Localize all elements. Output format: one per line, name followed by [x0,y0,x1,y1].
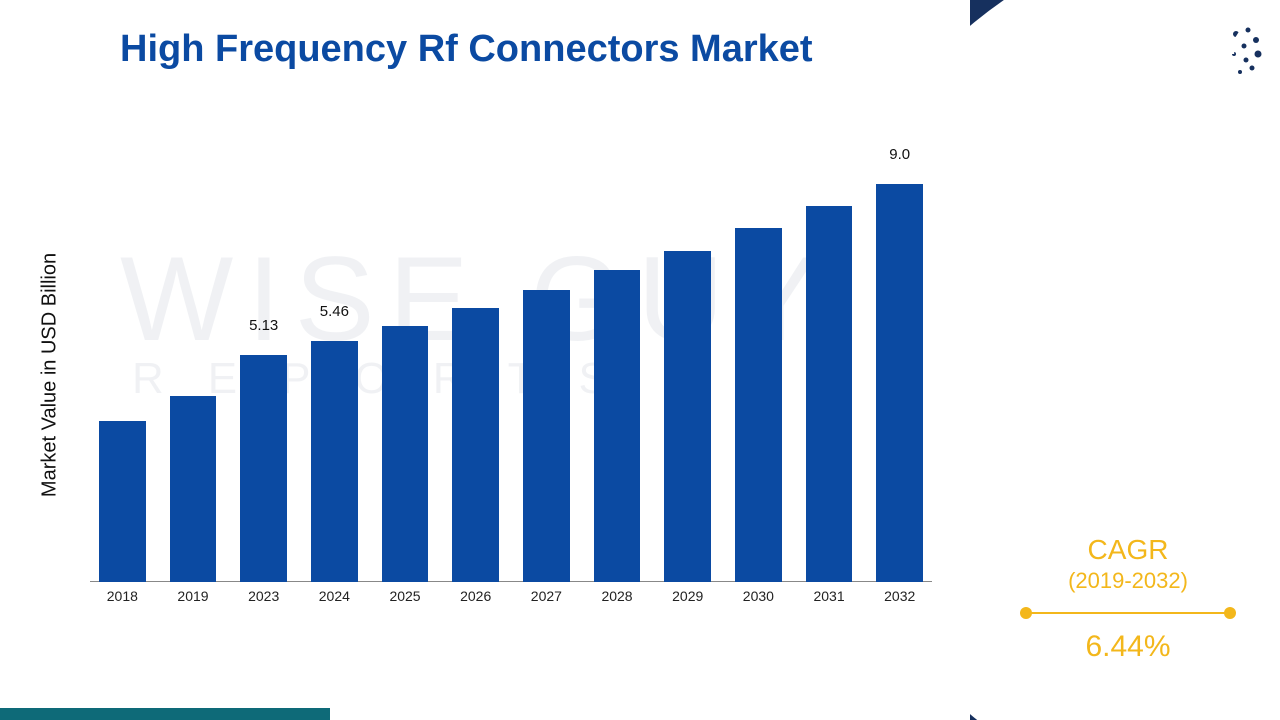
bar-value-label: 9.0 [889,146,910,163]
x-tick-label: 2027 [518,582,575,610]
y-axis-label: Market Value in USD Billion [39,253,62,497]
bar [240,355,286,582]
bar-col: 9.0 [871,140,928,582]
x-tick-label: 2032 [871,582,928,610]
bar [806,206,852,582]
x-tick-label: 2030 [730,582,787,610]
bar-col [801,140,858,582]
bar [735,228,781,582]
cagr-value: 6.44% [1018,630,1238,664]
bar [523,290,569,582]
bar [311,341,357,582]
brand-logo-main: WISE GUY [1046,24,1248,63]
x-tick-label: 2031 [801,582,858,610]
x-tick-label: 2019 [165,582,222,610]
x-tick-label: 2029 [659,582,716,610]
bar-col [377,140,434,582]
x-axis-labels: 2018 2019 2023 2024 2025 2026 2027 2028 2029 2030… [90,582,932,610]
bar-col [94,140,151,582]
bar-col: 5.13 [235,140,292,582]
bar-value-label: 5.46 [320,303,349,320]
x-tick-label: 2024 [306,582,363,610]
bar [382,326,428,582]
brand-logo-sub: REPORTS [1046,61,1244,77]
bar-col [730,140,787,582]
bar [876,184,922,582]
chart-title: High Frequency Rf Connectors Market [120,28,813,71]
x-tick-label: 2026 [447,582,504,610]
infographic-stage: WISE GUY REPORTS High Frequency Rf Conne… [0,0,1280,720]
footer-accent-bar [0,708,330,720]
cagr-range: (2019-2032) [1018,568,1238,594]
bar-col [518,140,575,582]
cagr-divider [1026,612,1230,614]
bar-col [659,140,716,582]
x-tick-label: 2025 [377,582,434,610]
bar-chart: Market Value in USD Billion 5.135.469.0 … [62,140,932,610]
x-tick-label: 2028 [589,582,646,610]
bar-value-label: 5.13 [249,317,278,334]
bar-col: 5.46 [306,140,363,582]
bars-container: 5.13 5.46 9.0 [90,140,932,582]
cagr-box: CAGR (2019-2032) 6.44% [1018,534,1238,664]
x-tick-label: 2018 [94,582,151,610]
bar-col [589,140,646,582]
bar-col [447,140,504,582]
bar [594,270,640,582]
bar-col [165,140,222,582]
brand-logo: WISE GUY REPORTS [1046,24,1248,77]
bar [452,308,498,582]
cagr-title: CAGR [1018,534,1238,566]
bar [99,421,145,582]
bar [664,251,710,583]
x-tick-label: 2023 [235,582,292,610]
plot-area: 5.13 5.46 9.0 [90,140,932,582]
bar [170,396,216,582]
